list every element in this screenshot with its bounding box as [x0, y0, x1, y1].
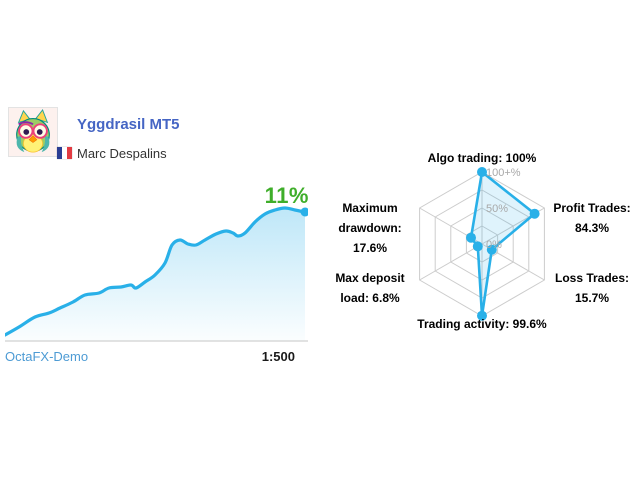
radar-label-line: Max deposit [335, 271, 405, 285]
growth-percent-label: 11% [264, 183, 309, 208]
avatar[interactable] [8, 107, 58, 157]
flag-stripe-red [67, 147, 72, 159]
signal-title[interactable]: Yggdrasil MT5 [77, 116, 180, 133]
radar-data-dot [477, 310, 487, 321]
radar-data-dot [477, 167, 487, 177]
radar-ring-label: 100+% [486, 167, 521, 179]
growth-line [5, 206, 307, 337]
radar-label-line: 84.3% [574, 221, 610, 235]
radar-label-line: Maximum [342, 201, 398, 215]
radar-label-max-deposit-load: Max deposit load: 6.8% [320, 268, 420, 308]
radar-spoke [419, 243, 483, 281]
radar-ring-label: 50% [486, 203, 508, 215]
radar-label-line: drawdown: 17.6% [338, 221, 402, 255]
flag-stripe-blue [57, 147, 62, 159]
radar-label-algo-trading: Algo trading: 100% [427, 151, 537, 165]
radar-label-maximum-drawdown: Maximum drawdown: 17.6% [320, 198, 420, 258]
radar-label-profit-trades: Profit Trades: 84.3% [546, 198, 638, 238]
radar-label-line: Loss Trades: [554, 271, 630, 285]
owl-avatar-image [9, 108, 57, 156]
radar-chart: 0% 50% 100+% [419, 167, 545, 321]
radar-label-line: Profit Trades: [553, 201, 631, 215]
growth-chart [5, 206, 308, 342]
radar-ring-label: 0% [486, 239, 502, 251]
radar-data-dot [529, 208, 540, 219]
broker-link[interactable]: OctaFX-Demo [5, 349, 89, 364]
flag-stripe-white [62, 147, 67, 159]
growth-area-fill [5, 208, 305, 341]
radar-data-dot [472, 241, 483, 252]
radar-data-dot [466, 232, 476, 243]
radar-label-loss-trades: Loss Trades: 15.7% [546, 268, 638, 308]
leverage-value: 1:500 [261, 349, 295, 364]
growth-end-dot [300, 207, 308, 217]
radar-data-dot [486, 244, 497, 255]
radar-label-trading-activity: Trading activity: 99.6% [417, 317, 547, 331]
france-flag-icon [57, 147, 72, 159]
radar-label-line: load: 6.8% [340, 291, 400, 305]
author-name[interactable]: Marc Despalins [77, 146, 167, 161]
radar-label-line: 15.7% [574, 291, 610, 305]
